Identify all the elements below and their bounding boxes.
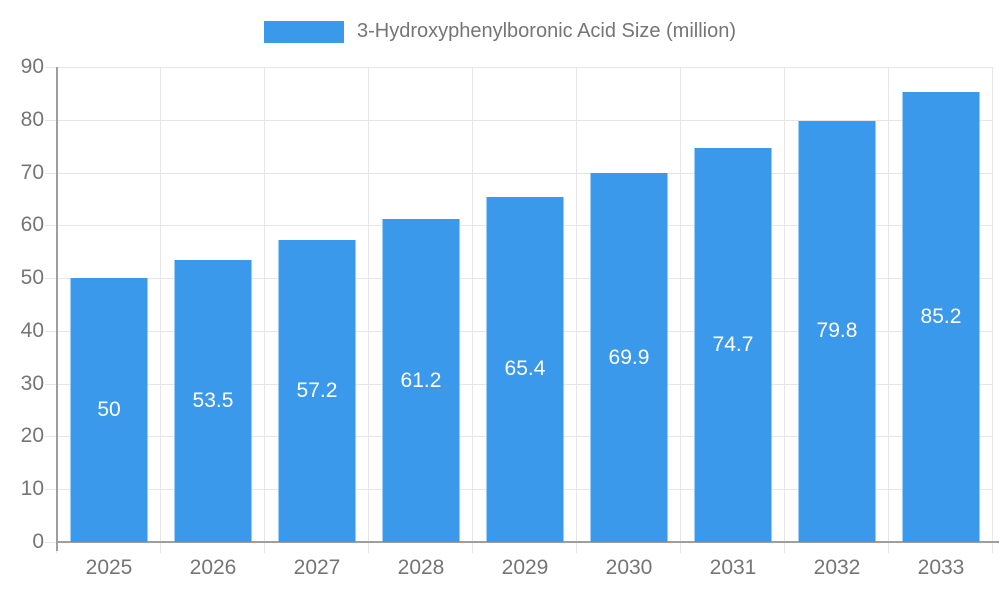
v-gridline	[784, 67, 785, 542]
bar-value-label: 85.2	[920, 305, 962, 329]
y-tick-label: 20	[20, 424, 44, 448]
legend-label[interactable]: 3-Hydroxyphenylboronic Acid Size (millio…	[356, 20, 737, 42]
x-axis-tick	[784, 542, 785, 553]
y-tick-label: 0	[32, 530, 44, 553]
bar-value-label: 74.7	[712, 332, 754, 356]
x-axis-tick	[992, 542, 993, 553]
y-axis-tick	[45, 119, 56, 121]
x-axis-tick	[471, 542, 473, 553]
y-axis-tick	[45, 172, 56, 174]
y-axis-tick	[45, 542, 56, 543]
bar[interactable]: 50	[70, 278, 148, 542]
bar-value-label: 53.5	[192, 388, 234, 412]
x-tick-label: 2031	[709, 556, 757, 579]
bar-cell: 65.4	[473, 67, 577, 542]
y-tick-label: 60	[20, 213, 44, 237]
x-tick-label: 2030	[605, 556, 653, 579]
bar[interactable]: 57.2	[278, 240, 356, 542]
y-tick-label: 50	[20, 266, 44, 290]
h-gridline	[57, 67, 993, 68]
chart-legend: 3-Hydroxyphenylboronic Acid Size (millio…	[0, 20, 1000, 43]
y-axis-tick	[45, 67, 56, 68]
x-axis-tick	[263, 542, 265, 553]
v-gridline	[576, 67, 577, 542]
bar-value-label: 79.8	[816, 319, 858, 343]
y-axis-tick	[45, 489, 56, 491]
v-gridline	[887, 67, 889, 542]
y-axis-line	[56, 67, 58, 551]
x-axis-labels: 2025 2026 2027 2028 2029 2030 2031 2032 2033	[57, 556, 993, 580]
x-tick-label: 2033	[917, 556, 965, 579]
bar-cell: 85.2	[889, 67, 993, 542]
bar[interactable]: 79.8	[798, 120, 876, 542]
bar-value-label: 65.4	[504, 357, 546, 381]
x-tick-label: 2032	[813, 556, 861, 579]
x-tick-label: 2029	[501, 556, 549, 579]
y-tick-label: 10	[20, 477, 44, 501]
bar-cell: 74.7	[681, 67, 785, 542]
y-tick-label: 40	[20, 318, 44, 342]
bar-cell: 79.8	[785, 67, 889, 542]
h-gridline	[57, 119, 993, 121]
bar-cell: 53.5	[161, 67, 265, 542]
v-gridline	[159, 67, 161, 542]
bar[interactable]: 65.4	[486, 196, 564, 542]
bar[interactable]: 53.5	[174, 259, 252, 542]
bar-cell: 61.2	[369, 67, 473, 542]
y-axis-tick	[45, 383, 56, 385]
v-gridline	[263, 67, 265, 542]
x-tick-label: 2027	[293, 556, 341, 579]
v-gridline	[679, 67, 681, 542]
bar-series: 50 53.5 57.2 61.2 65.4 69.9 74.7 79.8 85.2	[57, 67, 993, 542]
x-tick-label: 2028	[397, 556, 445, 579]
x-axis-tick	[679, 542, 681, 553]
x-axis-tick	[367, 542, 369, 553]
y-axis-tick	[45, 330, 56, 332]
v-gridline	[471, 67, 473, 542]
bar-cell: 57.2	[265, 67, 369, 542]
v-gridline	[367, 67, 369, 542]
bar-value-label: 50	[97, 398, 121, 422]
y-tick-label: 80	[20, 107, 44, 131]
x-axis-tick	[159, 542, 161, 553]
y-tick-label: 70	[20, 160, 44, 184]
bar[interactable]: 85.2	[902, 92, 980, 542]
y-axis-labels: 0 10 20 30 40 50 60 70 80 90	[0, 56, 44, 553]
y-axis-tick	[45, 278, 56, 280]
x-axis-tick	[887, 542, 889, 553]
bar-cell: 50	[57, 67, 161, 542]
plot-area: 50 53.5 57.2 61.2 65.4 69.9 74.7 79.8 85.2	[45, 67, 999, 553]
bar-value-label: 69.9	[608, 345, 650, 369]
y-axis-tick	[45, 225, 56, 227]
x-axis-line	[56, 541, 999, 543]
bar[interactable]: 61.2	[382, 219, 460, 542]
bar[interactable]: 74.7	[694, 147, 772, 542]
x-tick-label: 2025	[85, 556, 133, 579]
bar-cell: 69.9	[577, 67, 681, 542]
x-axis-tick	[576, 542, 577, 553]
h-gridline	[57, 172, 993, 174]
legend-swatch-icon[interactable]	[263, 20, 344, 43]
y-tick-label: 30	[20, 371, 44, 395]
x-tick-label: 2026	[189, 556, 237, 579]
y-tick-label: 90	[20, 55, 44, 78]
bar[interactable]: 69.9	[590, 173, 668, 542]
y-axis-tick	[45, 436, 56, 438]
v-gridline	[992, 67, 993, 542]
bar-value-label: 57.2	[296, 379, 338, 403]
bar-value-label: 61.2	[400, 368, 442, 392]
